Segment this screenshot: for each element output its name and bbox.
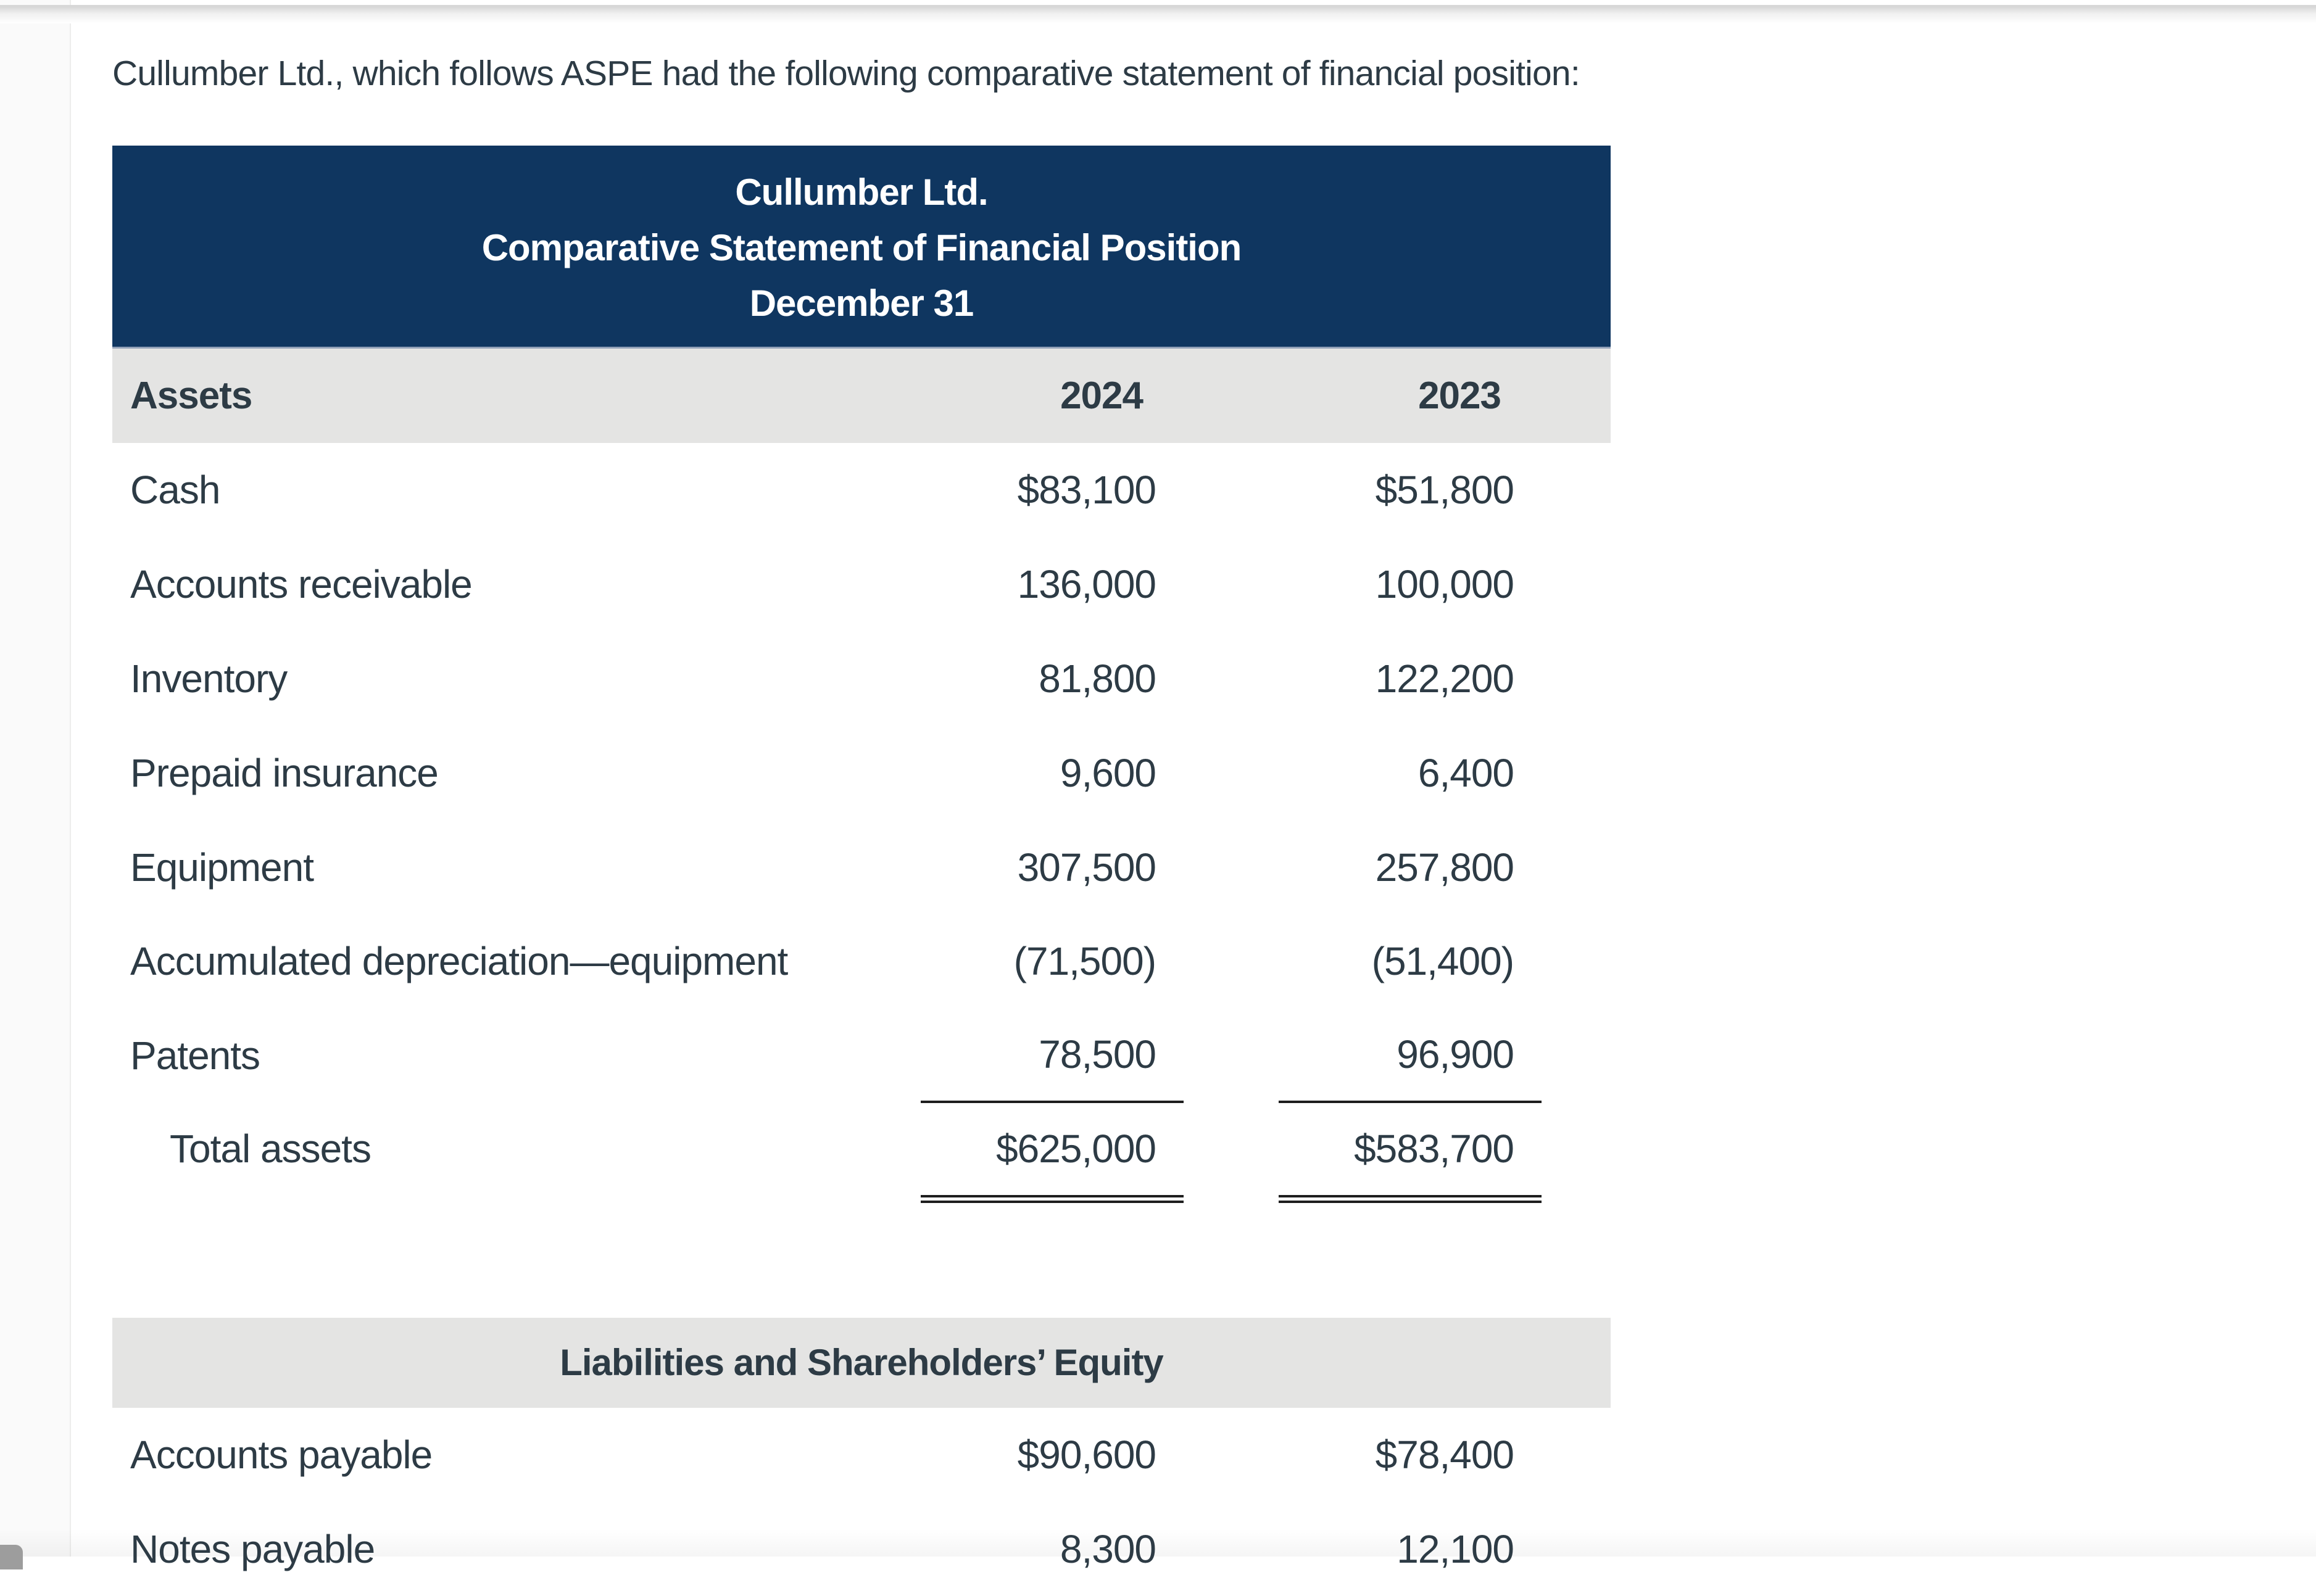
table-row-accounts-payable: Accounts payable $90,600 $78,400 — [112, 1408, 1611, 1502]
value-2023: 257,800 — [1375, 845, 1514, 890]
total-assets-row: Total assets $625,000 $583,700 — [112, 1103, 1611, 1195]
value-2024: 9,600 — [1060, 750, 1156, 795]
row-label: Accounts receivable — [130, 562, 473, 607]
total-value-2023: $583,700 — [1354, 1127, 1514, 1172]
total-assets-double-rule — [112, 1194, 1611, 1203]
table-row-prepaid-insurance: Prepaid insurance 9,600 6,400 — [112, 726, 1611, 820]
value-2024: 81,800 — [1039, 656, 1156, 701]
statement-title: Comparative Statement of Financial Posit… — [481, 227, 1242, 268]
row-label: Inventory — [130, 656, 288, 701]
double-rule-2023 — [1279, 1194, 1542, 1203]
value-2024: (71,500) — [1013, 939, 1156, 984]
value-2024: 8,300 — [1060, 1526, 1156, 1571]
column-header-2024: 2024 — [1060, 374, 1143, 417]
total-assets-label: Total assets — [170, 1127, 371, 1172]
value-2023: $78,400 — [1375, 1432, 1514, 1477]
row-label: Accumulated depreciation—equipment — [130, 939, 788, 984]
value-2023: (51,400) — [1371, 939, 1514, 984]
left-gutter — [0, 0, 71, 1557]
value-2024: 307,500 — [1017, 845, 1156, 890]
row-label: Equipment — [130, 845, 314, 890]
statement-date: December 31 — [749, 283, 974, 324]
row-label: Cash — [130, 468, 220, 513]
table-row-inventory: Inventory 81,800 122,200 — [112, 632, 1611, 726]
row-label: Notes payable — [130, 1526, 375, 1571]
value-2023: 6,400 — [1417, 750, 1514, 795]
row-label: Accounts payable — [130, 1432, 433, 1477]
total-value-2024: $625,000 — [996, 1127, 1156, 1172]
table-row-accumulated-depreciation: Accumulated depreciation—equipment (71,5… — [112, 914, 1611, 1009]
value-2024: 78,500 — [921, 1009, 1184, 1103]
value-2023: 122,200 — [1375, 656, 1514, 701]
table-row-patents: Patents 78,500 96,900 — [112, 1009, 1611, 1103]
table-row-equipment: Equipment 307,500 257,800 — [112, 820, 1611, 914]
value-2023: $51,800 — [1375, 468, 1514, 513]
row-label: Prepaid insurance — [130, 750, 439, 795]
value-2024: 136,000 — [1017, 562, 1156, 607]
table-row-accounts-receivable: Accounts receivable 136,000 100,000 — [112, 537, 1611, 632]
value-2024: $83,100 — [1017, 468, 1156, 513]
row-label: Patents — [130, 1033, 260, 1078]
question-intro-text: Cullumber Ltd., which follows ASPE had t… — [112, 54, 1580, 93]
value-2023: 96,900 — [1279, 1009, 1542, 1103]
top-toolbar-shadow — [0, 5, 2316, 23]
statement-header: Cullumber Ltd. Comparative Statement of … — [112, 146, 1611, 349]
value-2023: 12,100 — [1397, 1526, 1514, 1571]
table-row-cash: Cash $83,100 $51,800 — [112, 443, 1611, 537]
table-row-notes-payable: Notes payable 8,300 12,100 — [112, 1502, 1611, 1596]
liabilities-section-header: Liabilities and Shareholders’ Equity — [112, 1317, 1611, 1408]
column-header-2023: 2023 — [1418, 374, 1501, 417]
column-header-row: Assets 2024 2023 — [112, 349, 1611, 443]
statement-company-name: Cullumber Ltd. — [735, 172, 988, 213]
assets-section-label: Assets — [130, 374, 252, 417]
bottom-page-fade — [0, 1529, 2316, 1557]
scrollbar-thumb[interactable] — [0, 1545, 23, 1569]
section-gap — [112, 1203, 1611, 1318]
value-2024: $90,600 — [1017, 1432, 1156, 1477]
financial-statement-table: Cullumber Ltd. Comparative Statement of … — [112, 146, 1611, 1596]
rule-spacer — [112, 1195, 921, 1203]
value-2023: 100,000 — [1375, 562, 1514, 607]
double-rule-2024 — [921, 1194, 1184, 1203]
